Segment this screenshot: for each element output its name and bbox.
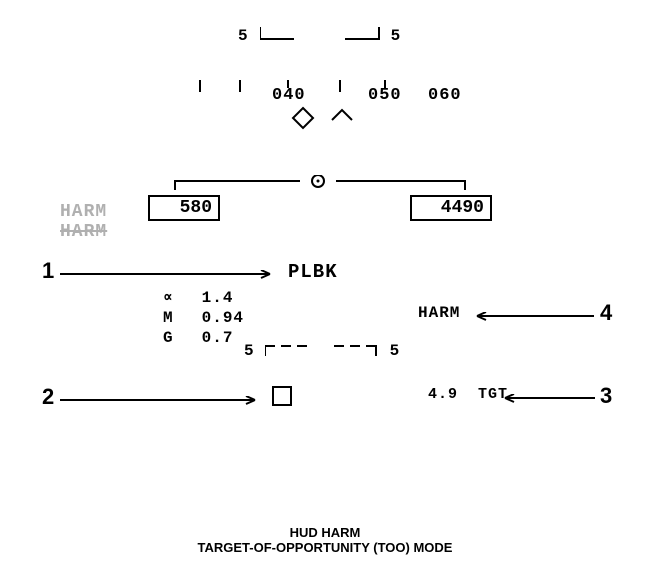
- callout-1-label: 1: [42, 258, 54, 284]
- weapon-muted-1: HARM: [60, 202, 107, 222]
- aoa-value: 1.4: [202, 289, 234, 307]
- pitch-bl-value: 5: [244, 342, 255, 360]
- pitch-bottom-left: 5: [244, 342, 315, 360]
- airspeed-value: 580: [180, 198, 212, 218]
- pitch-bottom-right: 5: [330, 342, 400, 360]
- heading-tape: 040 050 060: [180, 80, 470, 135]
- airspeed-readout: 580: [148, 195, 220, 221]
- caption-block: HUD HARM TARGET-OF-OPPORTUNITY (TOO) MOD…: [0, 525, 650, 555]
- hud-only-box: [272, 386, 292, 406]
- callout-3-label: 3: [600, 383, 612, 409]
- hdg-050: 050: [368, 86, 402, 105]
- altitude-readout: 4490: [410, 195, 492, 221]
- caption-line1: HUD HARM: [0, 525, 650, 540]
- callout-4-arrow: [472, 312, 594, 322]
- weapon-muted-2: HARM: [60, 222, 107, 242]
- aoa-symbol: ∝: [163, 288, 191, 308]
- callout-4-label: 4: [600, 300, 612, 326]
- callout-3-arrow: [500, 394, 595, 404]
- mach-value: 0.94: [202, 309, 244, 327]
- callout-1-arrow: [60, 270, 280, 280]
- mach-symbol: M: [163, 308, 191, 328]
- altitude-value: 4490: [441, 198, 484, 218]
- callout-2-label: 2: [42, 384, 54, 410]
- callout-2-arrow: [60, 396, 265, 406]
- caption-line2: TARGET-OF-OPPORTUNITY (TOO) MODE: [0, 540, 650, 555]
- range-readout: 4.9 TGT: [428, 386, 508, 403]
- g-value: 0.7: [202, 329, 234, 347]
- pitch-top-left-value: 5: [238, 27, 249, 45]
- range-value: 4.9: [428, 386, 458, 403]
- pitch-br-value: 5: [390, 342, 401, 360]
- pitch-top-right: 5: [345, 27, 401, 45]
- weapon-type-label: HARM: [418, 304, 460, 322]
- pitch-top-left: 5: [238, 27, 296, 45]
- hdg-060: 060: [428, 86, 462, 105]
- hdg-040: 040: [272, 86, 306, 105]
- g-symbol: G: [163, 328, 191, 348]
- mode-label: PLBK: [288, 261, 338, 283]
- pitch-top-right-value: 5: [391, 27, 402, 45]
- flight-data-block: ∝ 1.4 M 0.94 G 0.7: [163, 288, 244, 348]
